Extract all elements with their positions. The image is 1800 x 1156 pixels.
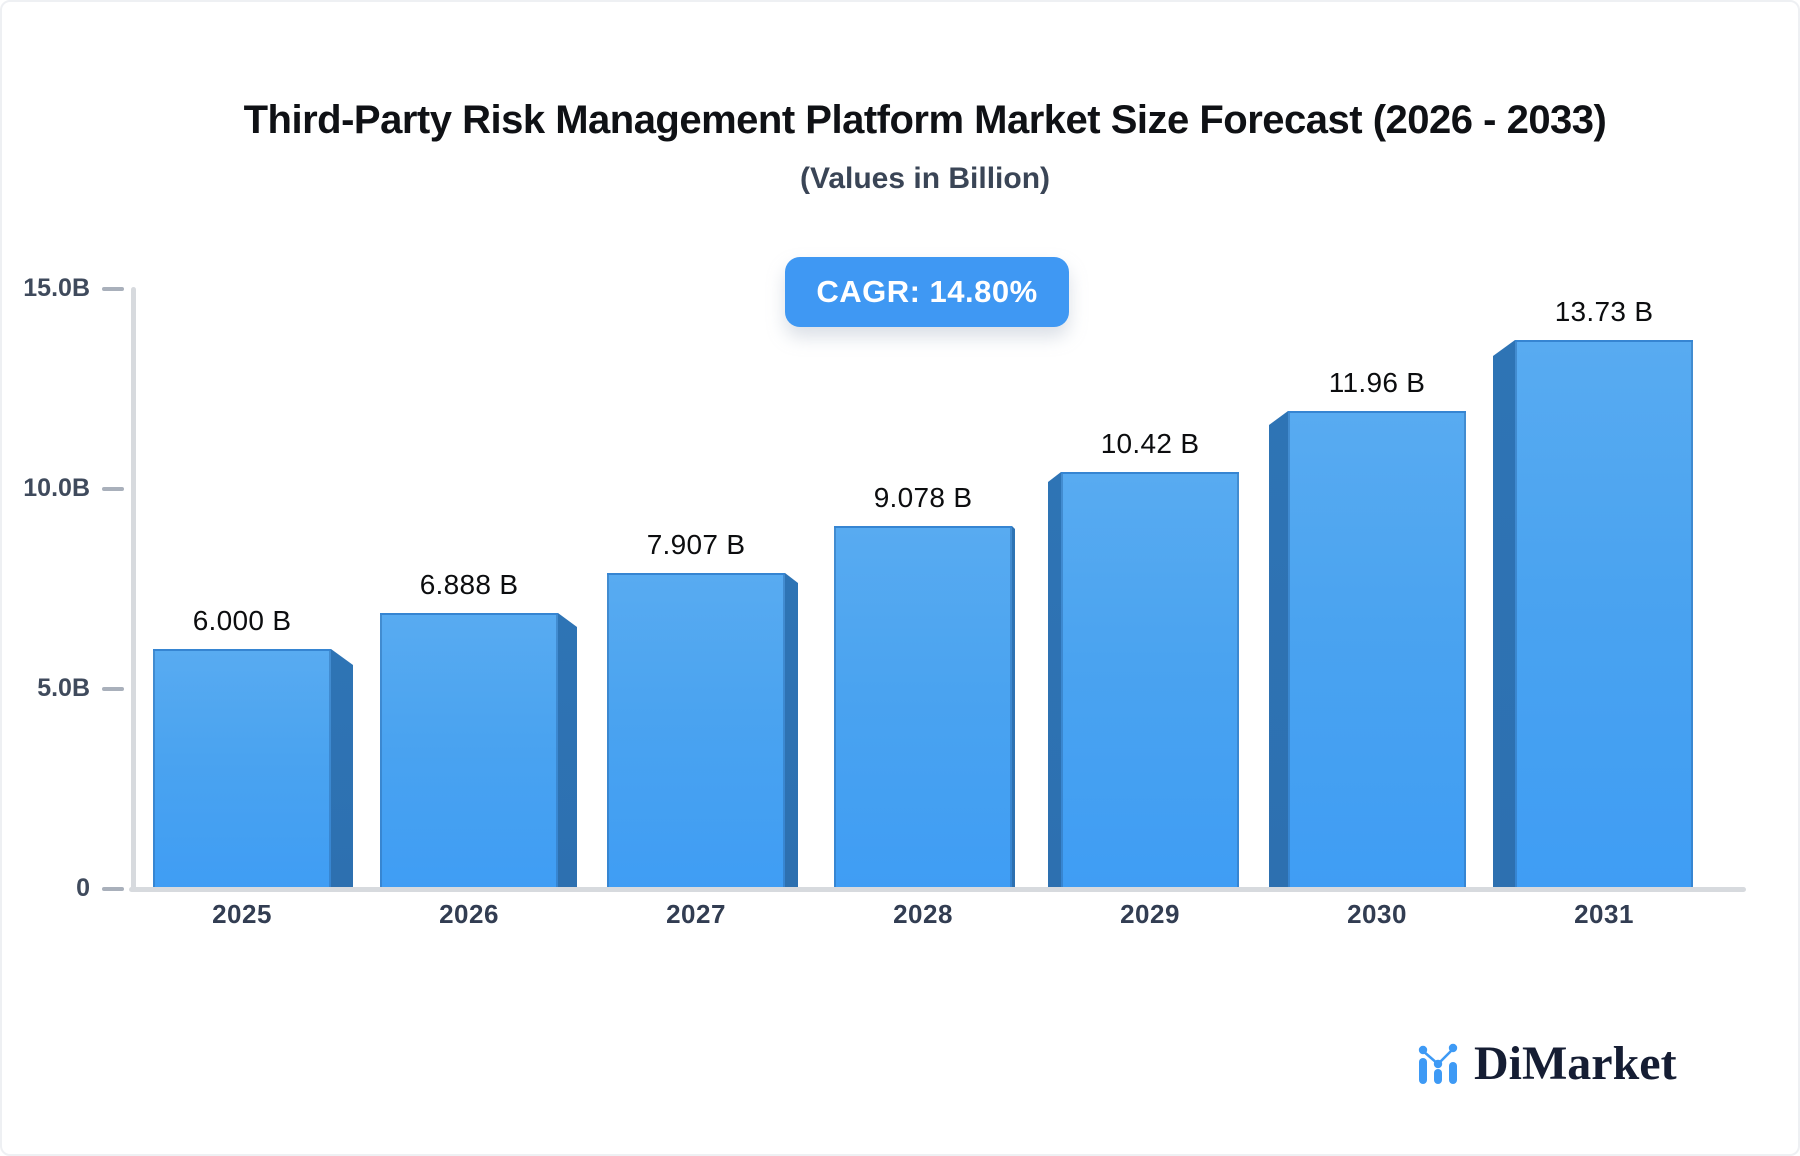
- bar-2027[interactable]: [607, 573, 785, 890]
- x-axis-category-label: 2030: [1347, 899, 1407, 929]
- bar-2029[interactable]: [1061, 472, 1239, 890]
- x-axis-line: [129, 887, 1746, 892]
- bar-value-label: 9.078 B: [873, 482, 973, 513]
- x-axis-category-label: 2026: [439, 899, 499, 929]
- bar-3d-side: [1269, 411, 1288, 890]
- x-axis-category-label: 2029: [1120, 899, 1180, 929]
- bar-value-label: 10.42 B: [1100, 428, 1200, 459]
- bar-2026[interactable]: [380, 613, 558, 890]
- x-axis-category-label: 2031: [1574, 899, 1634, 929]
- bar-3d-side: [1048, 472, 1061, 890]
- bar-value-label: 6.888 B: [419, 569, 519, 600]
- bar-3d-side: [785, 573, 798, 890]
- y-axis-line: [131, 287, 136, 892]
- bar-value-label: 11.96 B: [1328, 367, 1426, 398]
- y-axis-tick-label: 15.0B: [23, 274, 90, 302]
- y-axis-tick-label: 0: [76, 874, 90, 902]
- x-axis-category-label: 2025: [212, 899, 272, 929]
- x-axis-category-label: 2027: [666, 899, 726, 929]
- bar-value-label: 13.73 B: [1554, 296, 1654, 327]
- x-axis-category-label: 2028: [893, 899, 953, 929]
- y-axis-tick: [102, 487, 124, 491]
- bar-2030[interactable]: [1288, 411, 1466, 890]
- chart-title: Third-Party Risk Management Platform Mar…: [243, 98, 1607, 142]
- bar-2025[interactable]: [153, 649, 331, 890]
- dimarket-logo-icon: [1418, 1043, 1458, 1084]
- chart-subtitle: (Values in Billion): [799, 162, 1051, 195]
- bar-2028[interactable]: [834, 526, 1012, 890]
- y-axis-tick-label: 5.0B: [37, 674, 90, 702]
- bar-3d-side: [1493, 340, 1515, 890]
- y-axis-tick-label: 10.0B: [23, 474, 90, 502]
- bar-2031[interactable]: [1515, 340, 1693, 890]
- brand-logo: DiMarket: [1416, 1040, 1677, 1088]
- y-axis-tick: [102, 687, 124, 691]
- bar-3d-side: [331, 649, 353, 890]
- bar-value-label: 7.907 B: [646, 529, 746, 560]
- brand-name: DiMarket: [1474, 1037, 1677, 1090]
- bar-3d-side: [558, 613, 577, 890]
- y-axis-tick: [102, 887, 124, 891]
- y-axis-tick: [102, 287, 124, 291]
- bar-3d-side: [1012, 526, 1015, 890]
- cagr-badge: CAGR: 14.80%: [785, 257, 1069, 327]
- bar-value-label: 6.000 B: [192, 605, 292, 636]
